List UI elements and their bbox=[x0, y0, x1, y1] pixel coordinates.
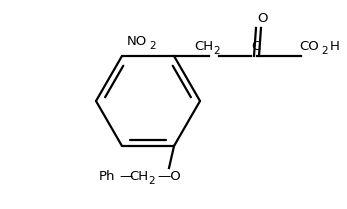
Text: CH: CH bbox=[194, 40, 213, 53]
Text: C: C bbox=[251, 40, 260, 53]
Text: CO: CO bbox=[299, 40, 319, 53]
Text: CH: CH bbox=[129, 170, 148, 183]
Text: —: — bbox=[119, 170, 132, 183]
Text: 2: 2 bbox=[149, 41, 155, 51]
Text: NO: NO bbox=[127, 35, 147, 48]
Text: 2: 2 bbox=[213, 46, 220, 56]
Text: —O: —O bbox=[157, 170, 181, 183]
Text: 2: 2 bbox=[148, 176, 155, 186]
Text: H: H bbox=[330, 40, 340, 53]
Text: 2: 2 bbox=[321, 46, 328, 56]
Text: O: O bbox=[257, 12, 268, 25]
Text: Ph: Ph bbox=[99, 170, 116, 183]
